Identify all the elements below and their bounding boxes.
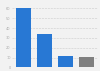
Bar [79, 57, 94, 67]
Bar [37, 34, 52, 67]
Bar [16, 8, 31, 67]
Bar [58, 56, 73, 67]
